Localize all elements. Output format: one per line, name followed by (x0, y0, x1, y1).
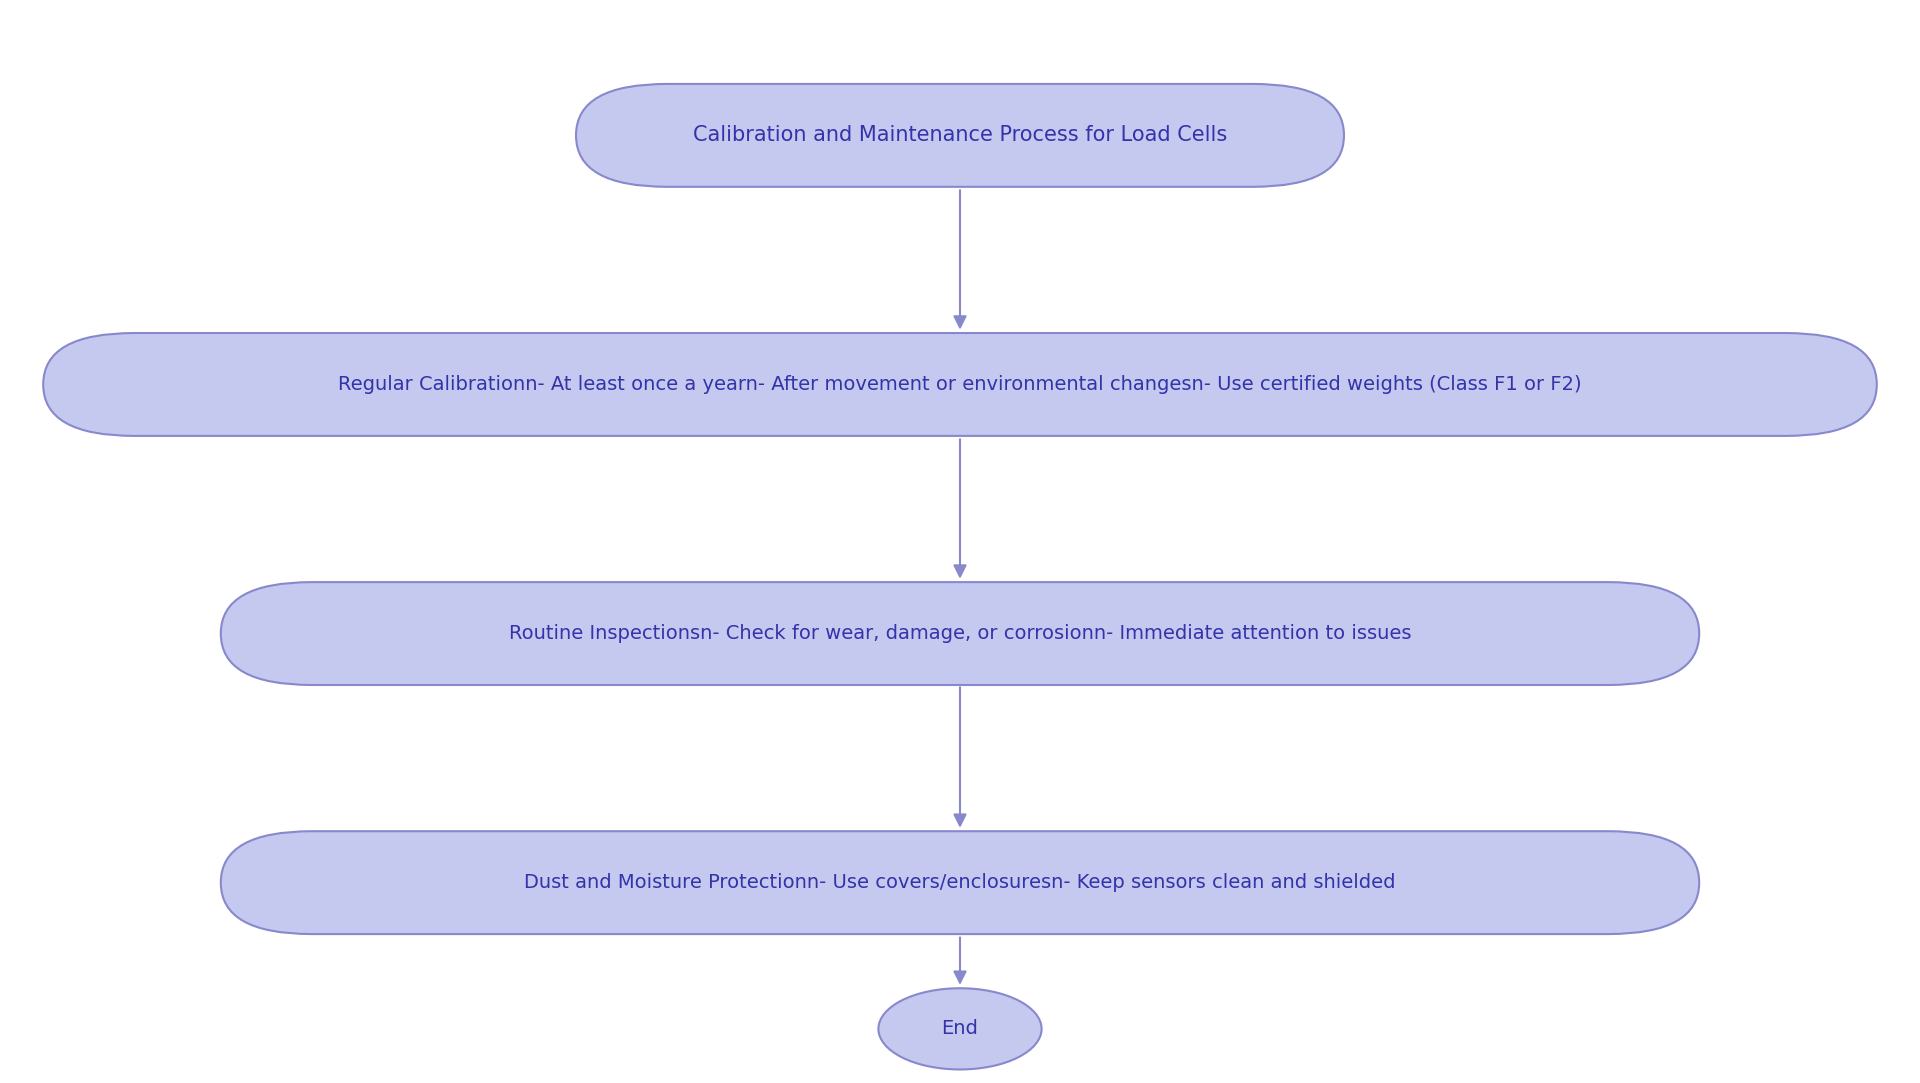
Text: Calibration and Maintenance Process for Load Cells: Calibration and Maintenance Process for … (693, 126, 1227, 145)
FancyBboxPatch shape (576, 84, 1344, 186)
Ellipse shape (877, 988, 1041, 1070)
FancyBboxPatch shape (221, 832, 1699, 934)
FancyBboxPatch shape (44, 334, 1878, 435)
Text: Dust and Moisture Protectionn- Use covers/enclosuresn- Keep sensors clean and sh: Dust and Moisture Protectionn- Use cover… (524, 873, 1396, 892)
Text: Routine Inspectionsn- Check for wear, damage, or corrosionn- Immediate attention: Routine Inspectionsn- Check for wear, da… (509, 624, 1411, 643)
Text: Regular Calibrationn- At least once a yearn- After movement or environmental cha: Regular Calibrationn- At least once a ye… (338, 375, 1582, 394)
Text: End: End (941, 1019, 979, 1039)
FancyBboxPatch shape (221, 583, 1699, 686)
